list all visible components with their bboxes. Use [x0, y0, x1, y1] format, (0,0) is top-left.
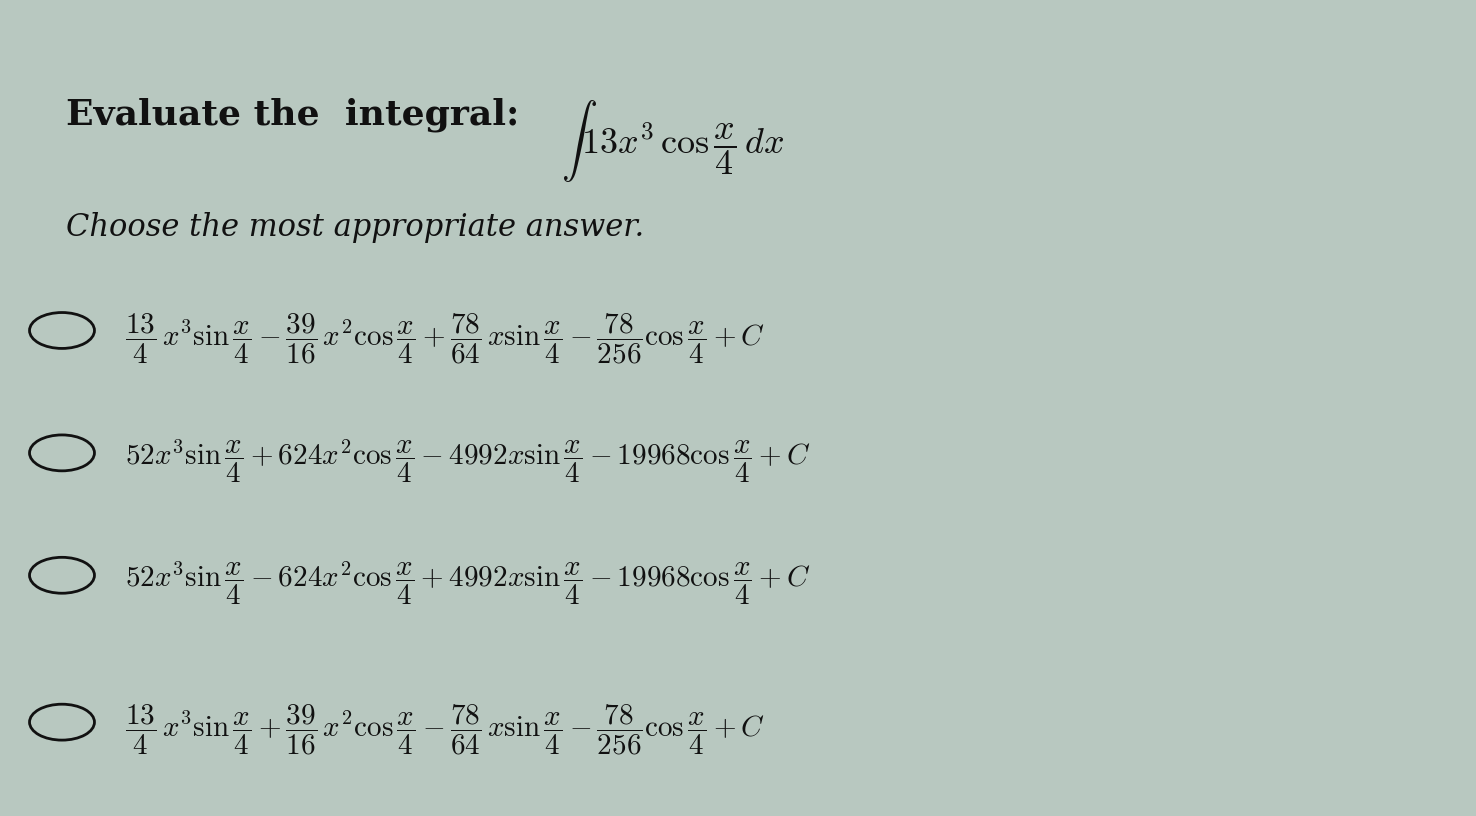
Text: $\dfrac{13}{4}\,x^3\sin\dfrac{x}{4} + \dfrac{39}{16}\,x^2\cos\dfrac{x}{4} - \dfr: $\dfrac{13}{4}\,x^3\sin\dfrac{x}{4} + \d… — [125, 703, 766, 757]
Text: $52x^3\sin\dfrac{x}{4} + 624x^2\cos\dfrac{x}{4} - 4992x\sin\dfrac{x}{4} - 19968\: $52x^3\sin\dfrac{x}{4} + 624x^2\cos\dfra… — [125, 437, 810, 485]
Text: Choose the most appropriate answer.: Choose the most appropriate answer. — [66, 212, 645, 243]
Text: $\dfrac{13}{4}\,x^3\sin\dfrac{x}{4} - \dfrac{39}{16}\,x^2\cos\dfrac{x}{4} + \dfr: $\dfrac{13}{4}\,x^3\sin\dfrac{x}{4} - \d… — [125, 312, 766, 366]
Text: $52x^3\sin\dfrac{x}{4} - 624x^2\cos\dfrac{x}{4} + 4992x\sin\dfrac{x}{4} - 19968\: $52x^3\sin\dfrac{x}{4} - 624x^2\cos\dfra… — [125, 560, 810, 607]
Text: Evaluate the  integral:: Evaluate the integral: — [66, 98, 533, 132]
Text: $\int 13x^3\,\cos\dfrac{x}{4}\,dx$: $\int 13x^3\,\cos\dfrac{x}{4}\,dx$ — [561, 98, 784, 184]
